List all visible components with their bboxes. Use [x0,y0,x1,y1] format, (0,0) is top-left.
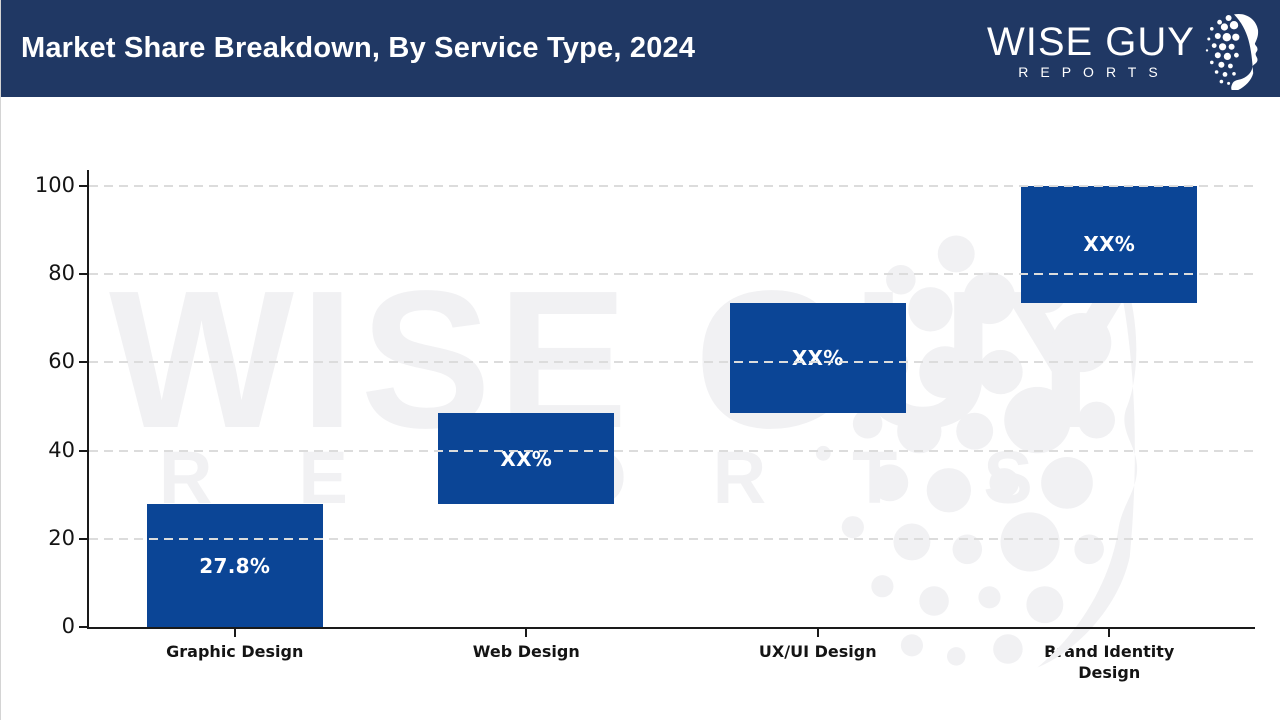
y-tick-label-20: 20 [48,525,75,550]
logo-text: WISE GUY REPORTS [987,22,1195,79]
y-axis-line [87,170,89,629]
bar-value-label: 27.8% [199,553,271,578]
gridline-80 [89,273,1255,276]
chart-area: WISE GUY REPORTS 27.8% XX% XX% XX% 0 20 40 60 8… [1,97,1280,720]
y-axis-tick [79,537,87,540]
y-axis-tick [79,449,87,452]
bar-graphic-design: 27.8% [146,504,323,627]
dotted-head-icon [1205,13,1259,90]
y-axis-tick [79,273,87,276]
x-axis-tick [525,629,528,637]
x-axis-tick [816,629,819,637]
x-category-label: Brand Identity Design [1044,642,1175,682]
x-category-label: UX/UI Design [758,642,877,661]
x-category-label: Web Design [472,642,580,661]
bar-brand-identity-design: XX% [1021,186,1198,303]
page-title: Market Share Breakdown, By Service Type,… [21,32,696,64]
plot-area: 27.8% XX% XX% XX% [89,185,1255,627]
logo-subtitle: REPORTS [1018,64,1170,80]
x-axis-line [87,627,1255,629]
y-axis-tick [79,626,87,628]
x-category-label: Graphic Design [166,642,304,661]
y-axis-tick [79,185,87,187]
wise-guy-reports-logo: WISE GUY REPORTS [987,12,1263,90]
gridline-60 [89,361,1255,364]
y-tick-label-100: 100 [34,173,75,197]
y-tick-label-80: 80 [48,261,75,286]
gridline-20 [89,537,1255,540]
y-tick-label-0: 0 [61,614,75,638]
bar-ux-ui-design: XX% [729,302,906,413]
logo-wordmark: WISE GUY [986,20,1195,64]
y-tick-label-60: 60 [48,349,75,374]
header-bar: Market Share Breakdown, By Service Type,… [1,0,1280,97]
gridline-40 [89,449,1255,452]
bar-web-design: XX% [438,412,615,505]
watermark-dotted-head [815,235,1138,668]
bar-value-label: XX% [1083,232,1136,257]
x-axis-tick [233,629,236,637]
x-axis-tick [1108,629,1111,637]
gridline-100 [89,185,1255,187]
y-axis-tick [79,361,87,364]
bar-value-label: XX% [791,345,844,370]
y-tick-label-40: 40 [48,437,75,462]
